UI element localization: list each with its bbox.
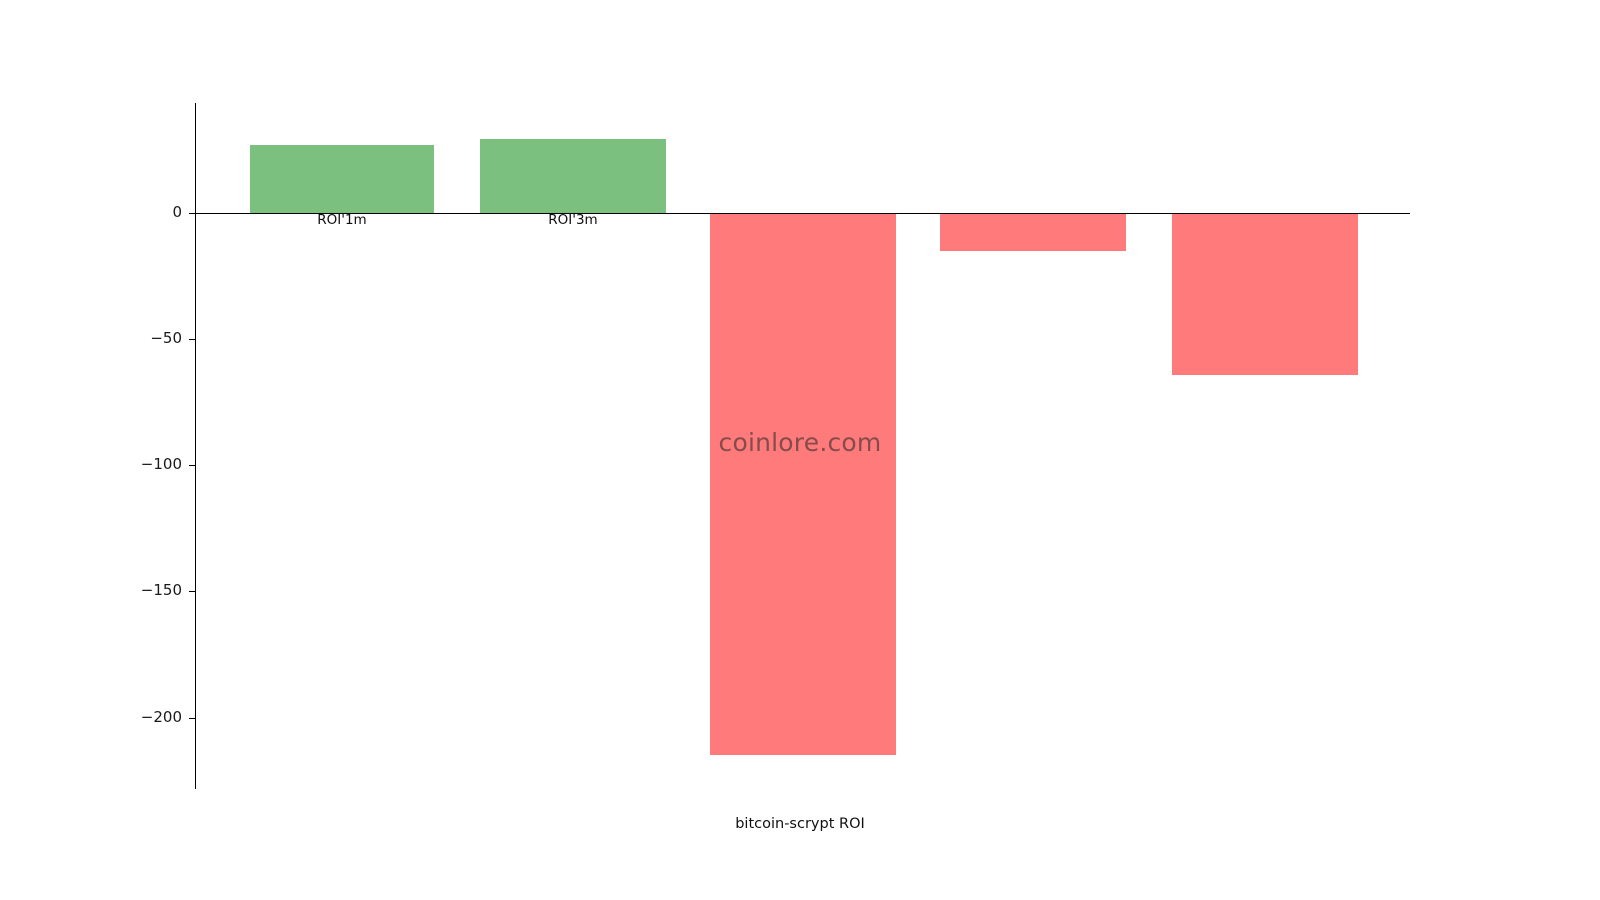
y-axis-tick-mark [189, 591, 196, 592]
y-axis-spine [195, 103, 196, 789]
y-axis-tick-label: −50 [150, 329, 182, 347]
bar-roi-all [1172, 214, 1358, 375]
y-axis-tick-mark [189, 339, 196, 340]
y-axis-tick-mark [189, 213, 196, 214]
bar-roi-3m-label: ROI'3m [548, 212, 598, 228]
y-axis-tick-label: 0 [172, 203, 182, 221]
y-axis-tick-label: −150 [140, 581, 182, 599]
bar-roi-3m [480, 139, 666, 213]
y-axis-tick-mark [189, 465, 196, 466]
y-axis-tick-mark [189, 718, 196, 719]
bar-roi-12m [940, 214, 1126, 251]
y-axis-tick-label: −200 [140, 708, 182, 726]
y-axis-tick-label: −100 [140, 455, 182, 473]
x-axis-title: bitcoin-scrypt ROI [735, 816, 865, 832]
zero-baseline [196, 213, 1410, 214]
bar-roi-1m-label: ROI'1m [317, 212, 367, 228]
bar-roi-6m [710, 214, 896, 755]
bar-roi-1m [250, 145, 434, 213]
